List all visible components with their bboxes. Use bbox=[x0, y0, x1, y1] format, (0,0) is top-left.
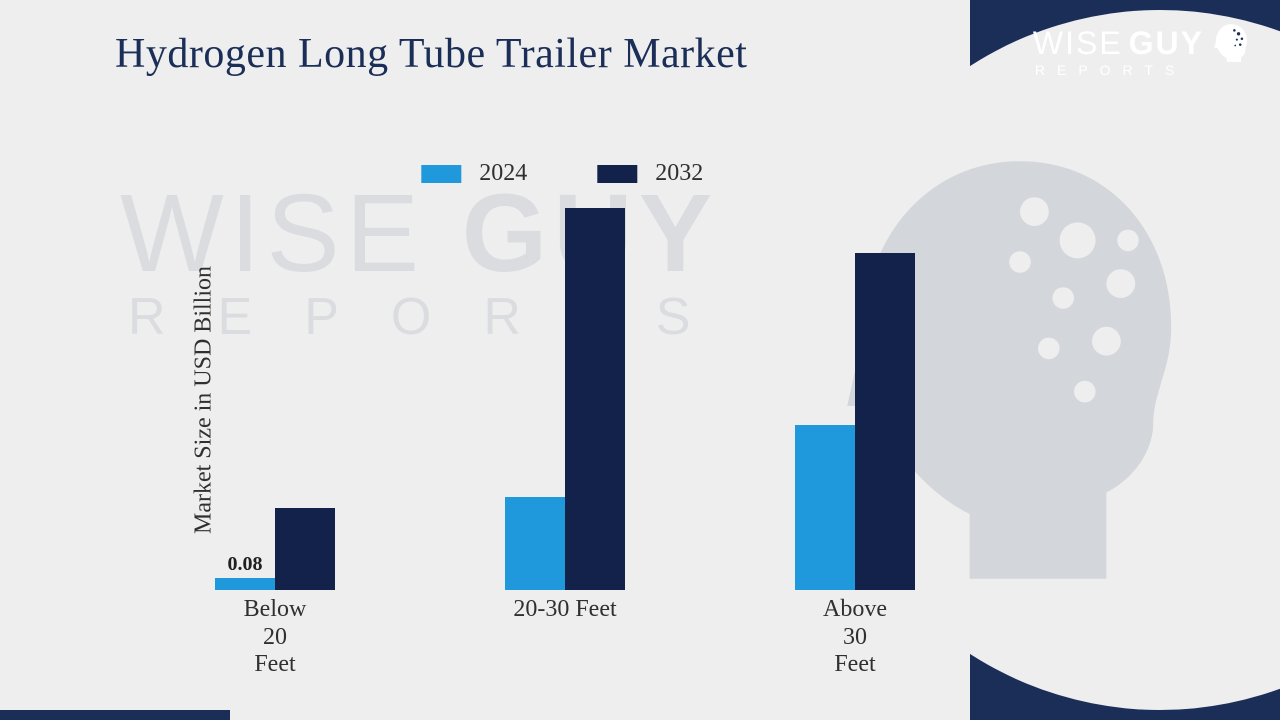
brand-logo: WISE GUY REPORTS bbox=[1033, 22, 1252, 78]
category-label: 20-30 Feet bbox=[415, 596, 715, 624]
bar-value-label: 0.08 bbox=[228, 553, 263, 576]
legend-label-2032: 2032 bbox=[655, 160, 703, 187]
chart-area: Market Size in USD Billion 2024 2032 0.0… bbox=[80, 160, 960, 640]
category-label: Above30Feet bbox=[705, 596, 1005, 679]
bar bbox=[275, 508, 335, 591]
logo-text-reports: REPORTS bbox=[1035, 62, 1252, 78]
bar bbox=[855, 253, 915, 591]
legend-swatch-2032 bbox=[597, 165, 637, 183]
logo-head-icon bbox=[1210, 22, 1252, 64]
bar bbox=[565, 208, 625, 591]
legend-label-2024: 2024 bbox=[479, 160, 527, 187]
legend-item-2032: 2032 bbox=[597, 160, 703, 187]
canvas: Hydrogen Long Tube Trailer Market WISE G… bbox=[0, 0, 1280, 720]
legend: 2024 2032 bbox=[421, 160, 703, 187]
bar: 0.08 bbox=[215, 578, 275, 590]
bar bbox=[505, 497, 565, 590]
bottom-accent-bar bbox=[0, 710, 230, 720]
legend-item-2024: 2024 bbox=[421, 160, 527, 187]
bar bbox=[795, 425, 855, 590]
legend-swatch-2024 bbox=[421, 165, 461, 183]
chart-title: Hydrogen Long Tube Trailer Market bbox=[115, 30, 747, 78]
logo-text-guy: GUY bbox=[1129, 25, 1204, 62]
logo-text-wise: WISE bbox=[1033, 25, 1123, 62]
category-label: Below20Feet bbox=[125, 596, 425, 679]
plot-region: 0.08Below20Feet20-30 FeetAbove30Feet bbox=[190, 200, 950, 590]
